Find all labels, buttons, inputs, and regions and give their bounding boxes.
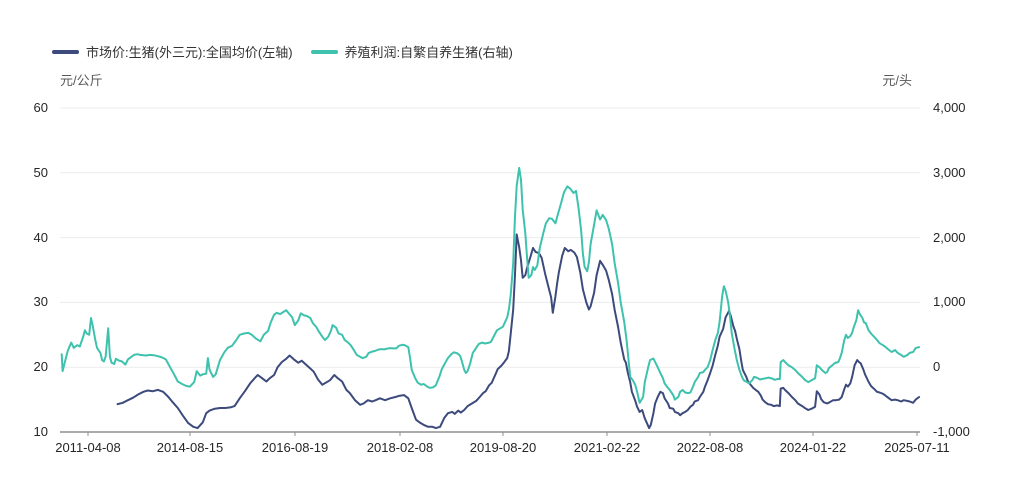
x-axis-label: 2019-08-20 [469, 440, 537, 455]
left-axis-unit: 元/公斤 [60, 73, 103, 88]
profit-line-swatch [310, 49, 338, 54]
right-axis-tick: 2,000 [933, 230, 966, 245]
profit-line[interactable] [60, 166, 921, 404]
left-axis-tick: 50 [33, 165, 48, 180]
left-axis-tick: 60 [33, 100, 48, 115]
x-axis-label: 2014-08-15 [156, 440, 224, 455]
legend-label-price: 市场价:生猪(外三元):全国均价(左轴) [86, 45, 293, 60]
price-line-swatch [52, 49, 79, 54]
left-axis-tick: 10 [33, 424, 48, 439]
legend-label-profit: 养殖利润:自繁自养生猪(右轴) [344, 45, 513, 60]
right-axis-tick: 4,000 [933, 100, 966, 115]
x-axis-label: 2024-01-22 [779, 440, 847, 455]
right-axis-tick: -1,000 [933, 424, 970, 439]
right-axis-unit: 元/头 [882, 73, 912, 88]
x-axis-label: 2016-08-19 [261, 440, 329, 455]
x-axis-label: 2018-02-08 [366, 440, 434, 455]
x-axis-label: 2025-07-11 [884, 440, 950, 455]
right-axis-tick: 3,000 [933, 165, 966, 180]
legend-item-price[interactable]: 市场价:生猪(外三元):全国均价(左轴) [52, 42, 293, 61]
right-axis-tick: 0 [933, 359, 941, 374]
right-axis-tick: 1,000 [933, 294, 966, 309]
price-line[interactable] [116, 233, 921, 430]
x-axis-label: 2021-02-22 [573, 440, 641, 455]
left-axis-tick: 30 [33, 294, 48, 309]
x-axis-label: 2022-08-08 [676, 440, 744, 455]
left-axis-tick: 40 [33, 230, 48, 245]
legend-item-profit[interactable]: 养殖利润:自繁自养生猪(右轴) [310, 42, 513, 61]
x-axis-label: 2011-04-08 [55, 440, 121, 455]
left-axis-tick: 20 [33, 359, 48, 374]
legend: 市场价:生猪(外三元):全国均价(左轴) 养殖利润:自繁自养生猪(右轴) [52, 42, 513, 61]
